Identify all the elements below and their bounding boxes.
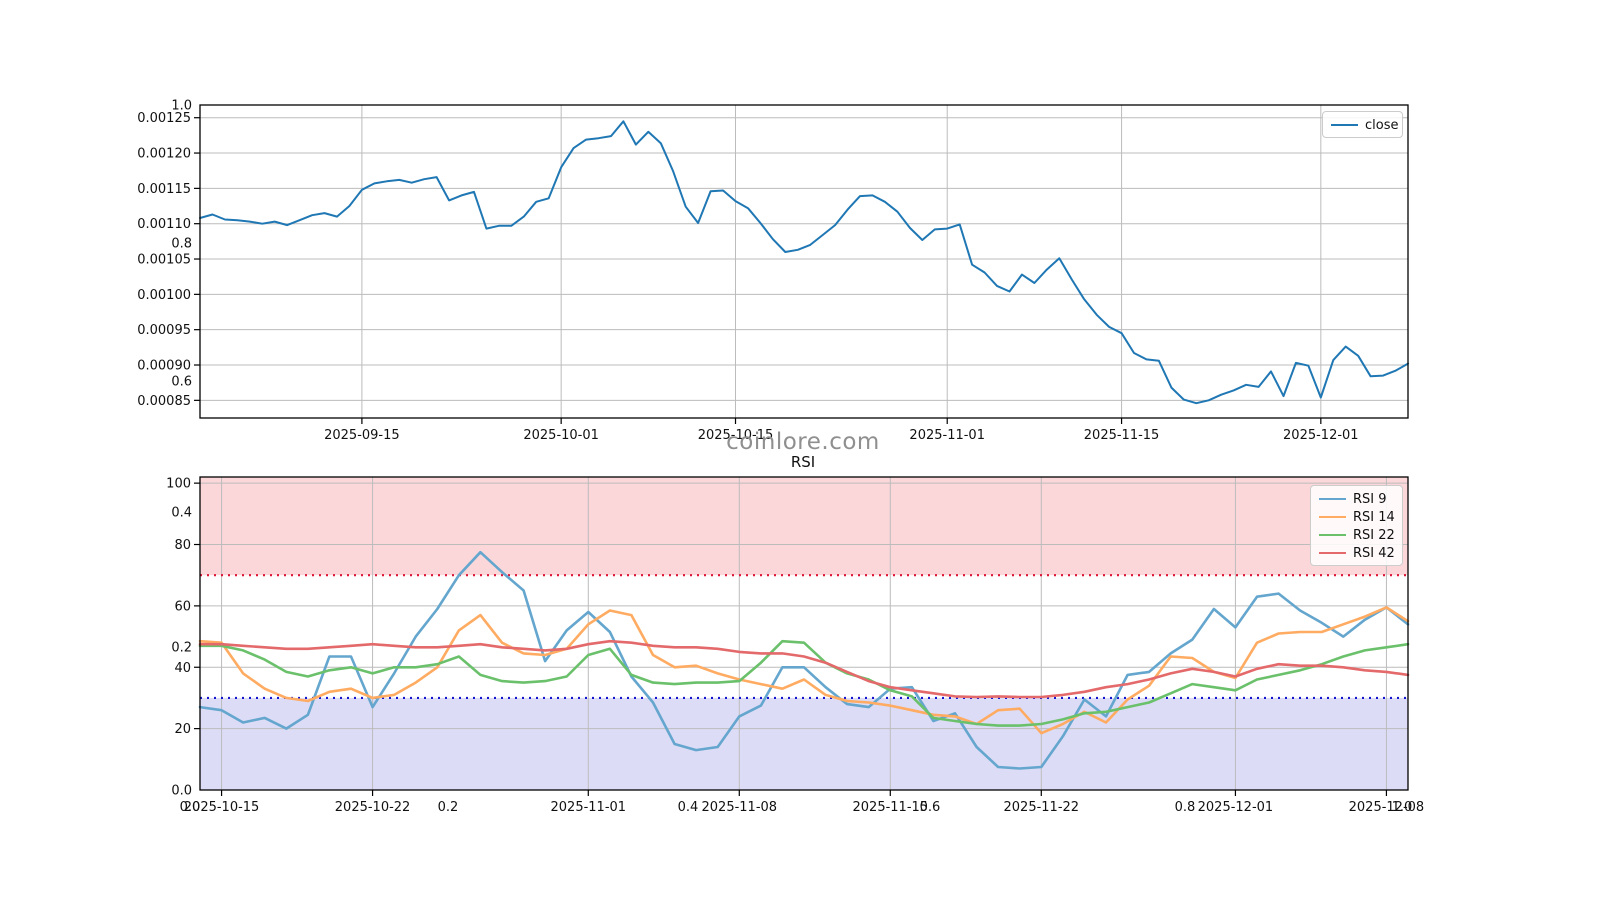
x-tick-label: 2025-11-15: [1084, 428, 1160, 443]
y-tick-label: 80: [174, 538, 191, 553]
figure-x-label: 0.0: [180, 800, 201, 815]
legend-label: RSI 42: [1353, 545, 1395, 561]
x-tick-label: 2025-12-01: [1198, 800, 1274, 815]
legend-line-swatch: [1319, 552, 1346, 554]
legend-item: close: [1331, 116, 1398, 134]
figure-x-label: 0.8: [1175, 800, 1196, 815]
legend-label: RSI 22: [1353, 527, 1395, 543]
legend-item: RSI 14: [1319, 508, 1395, 526]
x-tick-label: 2025-10-15: [698, 428, 774, 443]
threshold-band: [200, 477, 1408, 576]
figure-y-label: 0.4: [171, 506, 192, 521]
series-line-close: [199, 120, 1409, 405]
figure-x-label: 1.0: [1392, 800, 1413, 815]
x-tick-label: 2025-10-15: [184, 800, 260, 815]
y-tick-label: 0.00095: [137, 323, 191, 338]
y-tick-label: 0.00110: [137, 217, 191, 232]
y-tick-label: 40: [174, 661, 191, 676]
price-legend: close: [1322, 111, 1403, 138]
x-tick-label: 2025-11-01: [909, 428, 985, 443]
x-tick-label: 2025-10-22: [335, 800, 411, 815]
legend-line-swatch: [1331, 124, 1358, 126]
rsi-legend: RSI 9 RSI 14 RSI 22 RSI 42: [1310, 485, 1403, 566]
rsi-panel-title: RSI: [790, 453, 816, 471]
figure-y-label: 0.6: [171, 375, 192, 390]
series-line-rsi-14: [198, 606, 1410, 735]
y-tick-label: 0.00100: [137, 288, 191, 303]
y-tick-label: 100: [166, 477, 191, 492]
figure-x-label: 0.2: [438, 800, 459, 815]
x-tick-label: 2025-09-15: [324, 428, 400, 443]
legend-item: RSI 22: [1319, 526, 1395, 544]
figure-x-label: 0.6: [920, 800, 941, 815]
legend-item: RSI 42: [1319, 544, 1395, 562]
y-tick-label: 0.00125: [137, 111, 191, 126]
panel-frame: [199, 476, 1409, 791]
watermark: coinlore.com: [726, 429, 880, 455]
x-tick-label: 2025-11-15: [853, 800, 929, 815]
series-line-rsi-22: [198, 639, 1410, 727]
legend-label: close: [1365, 117, 1399, 133]
legend-line-swatch: [1319, 534, 1346, 536]
legend-line-swatch: [1319, 516, 1346, 518]
x-tick-label: 2025-11-22: [1004, 800, 1080, 815]
y-tick-label: 20: [174, 722, 191, 737]
y-tick-label: 0.00090: [137, 359, 191, 374]
figure-x-label: 0.4: [678, 800, 699, 815]
legend-label: RSI 9: [1353, 491, 1387, 507]
y-tick-label: 0.00120: [137, 147, 191, 162]
x-tick-label: 2025-10-01: [523, 428, 599, 443]
y-tick-label: 60: [174, 599, 191, 614]
x-tick-label: 2025-12-08: [1349, 800, 1425, 815]
x-tick-label: 2025-12-01: [1283, 428, 1359, 443]
figure-y-label: 0.0: [171, 784, 192, 799]
threshold-band: [200, 697, 1408, 790]
x-tick-label: 2025-11-01: [551, 800, 627, 815]
figure-y-label: 1.0: [171, 99, 192, 114]
series-line-rsi-42: [198, 639, 1410, 699]
figure-y-label: 0.8: [171, 237, 192, 252]
y-tick-label: 0.00085: [137, 394, 191, 409]
legend-line-swatch: [1319, 498, 1346, 500]
panel-frame: [199, 104, 1409, 419]
series-line-rsi-9: [198, 550, 1410, 770]
legend-item: RSI 9: [1319, 490, 1394, 508]
figure-y-label: 0.2: [171, 641, 192, 656]
y-tick-label: 0.00115: [137, 182, 191, 197]
x-tick-label: 2025-11-08: [702, 800, 778, 815]
legend-label: RSI 14: [1353, 509, 1395, 525]
y-tick-label: 0.00105: [137, 253, 191, 268]
